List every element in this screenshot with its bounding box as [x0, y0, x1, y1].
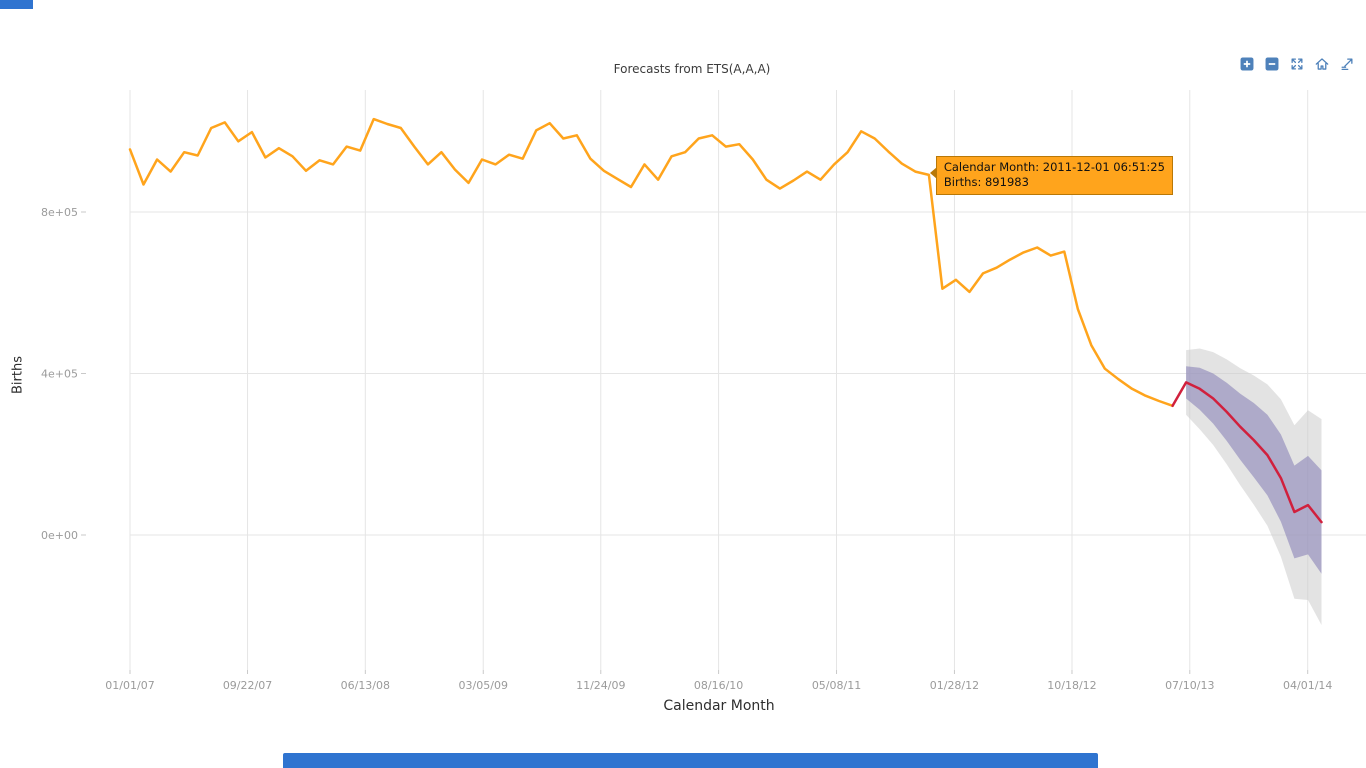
zoom-in-icon	[1240, 57, 1253, 70]
zoom-in-button[interactable]	[1239, 56, 1254, 71]
svg-text:09/22/07: 09/22/07	[223, 679, 272, 692]
svg-text:01/01/07: 01/01/07	[105, 679, 154, 692]
hover-tooltip: Calendar Month: 2011-12-01 06:51:25 Birt…	[929, 155, 1173, 195]
top-left-bar	[0, 0, 33, 9]
x-axis-title: Calendar Month	[663, 698, 775, 714]
svg-text:06/13/08: 06/13/08	[341, 679, 390, 692]
autoscale-icon	[1291, 58, 1302, 69]
pan-icon	[1341, 58, 1352, 70]
tooltip-line-month: Calendar Month: 2011-12-01 06:51:25	[943, 159, 1165, 174]
svg-text:03/05/09: 03/05/09	[459, 679, 508, 692]
tooltip-notch	[929, 166, 937, 179]
svg-text:08/16/10: 08/16/10	[694, 679, 743, 692]
svg-text:4e+05: 4e+05	[41, 368, 78, 381]
svg-text:05/08/11: 05/08/11	[812, 679, 861, 692]
chart-toolbar	[1239, 56, 1354, 71]
zoom-out-icon	[1265, 57, 1278, 70]
pan-button[interactable]	[1339, 56, 1354, 71]
svg-text:10/18/12: 10/18/12	[1047, 679, 1096, 692]
zoom-out-button[interactable]	[1264, 56, 1279, 71]
svg-text:01/28/12: 01/28/12	[930, 679, 979, 692]
svg-text:04/01/14: 04/01/14	[1283, 679, 1332, 692]
svg-text:07/10/13: 07/10/13	[1165, 679, 1214, 692]
home-icon	[1315, 57, 1328, 70]
bottom-scrollbar[interactable]	[283, 753, 1098, 768]
chart-title: Forecasts from ETS(A,A,A)	[613, 62, 771, 76]
autoscale-button[interactable]	[1289, 56, 1304, 71]
tooltip-line-value: Births: 891983	[943, 174, 1029, 189]
y-axis-title: Births	[10, 356, 26, 394]
svg-text:8e+05: 8e+05	[41, 206, 78, 219]
svg-text:0e+00: 0e+00	[41, 529, 78, 542]
svg-text:11/24/09: 11/24/09	[576, 679, 625, 692]
reset-home-button[interactable]	[1314, 56, 1329, 71]
